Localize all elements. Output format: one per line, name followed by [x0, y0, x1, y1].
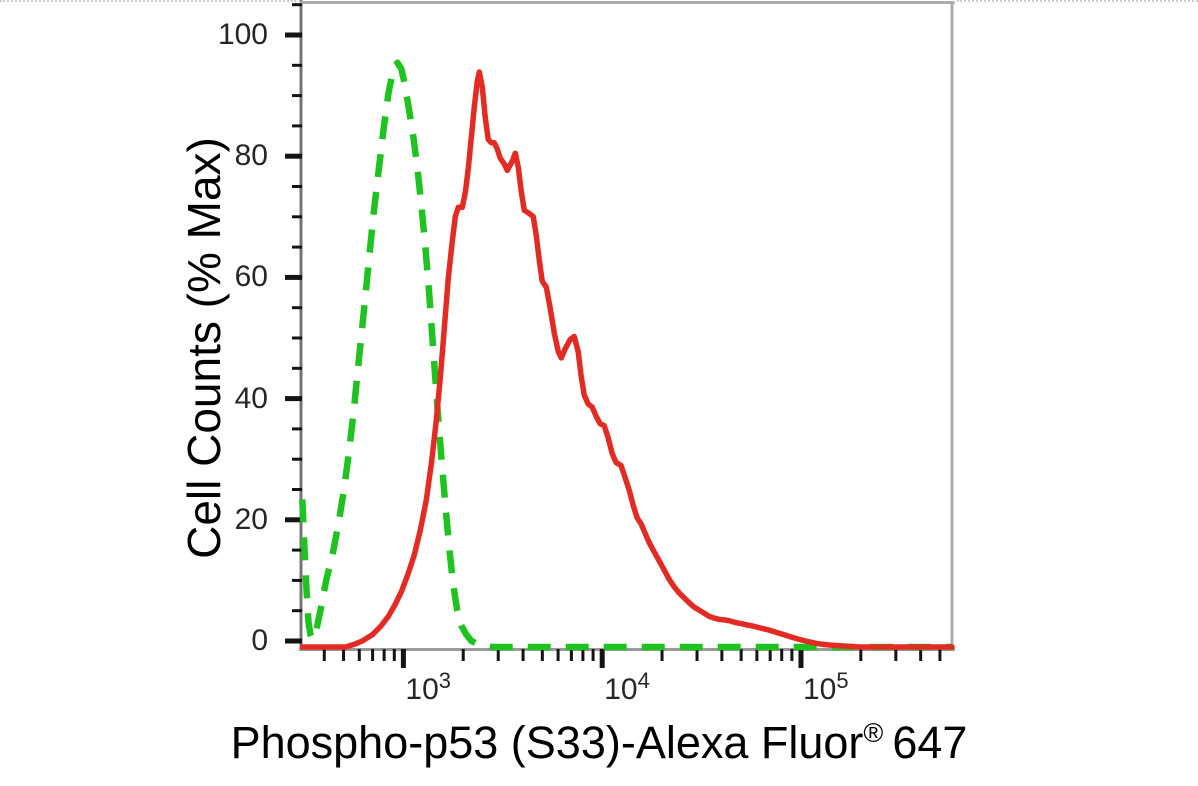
- x-minor-tick: [755, 649, 759, 661]
- unstained-control-curve: [299, 59, 952, 651]
- x-minor-tick: [496, 649, 500, 661]
- y-axis-title-text: Cell Counts (% Max): [178, 137, 230, 559]
- x-minor-tick: [392, 649, 396, 661]
- y-minor-tick: [292, 3, 302, 7]
- x-minor-tick: [660, 649, 664, 661]
- x-tick-exponent: 4: [637, 668, 650, 693]
- plot-right-border: [950, 1, 954, 650]
- y-minor-tick: [292, 215, 302, 219]
- x-major-tick: [599, 649, 605, 668]
- y-major-tick: [285, 32, 302, 38]
- x-tick-base: 10: [802, 673, 837, 706]
- plot-top-border: [299, 1, 955, 4]
- x-minor-tick: [382, 649, 386, 661]
- y-minor-tick: [292, 427, 302, 431]
- y-minor-tick: [292, 488, 302, 491]
- y-major-tick: [285, 153, 302, 159]
- x-minor-tick: [371, 649, 375, 661]
- x-minor-tick: [357, 649, 361, 661]
- x-major-tick: [400, 649, 406, 668]
- y-minor-tick: [292, 609, 302, 613]
- x-minor-tick: [695, 649, 699, 661]
- y-minor-tick: [292, 548, 302, 552]
- x-minor-tick: [461, 649, 465, 661]
- x-axis-title: Phospho-p53 (S33)-Alexa Fluor® 647: [0, 717, 1198, 769]
- x-minor-tick: [894, 649, 898, 661]
- y-minor-tick: [292, 94, 302, 98]
- x-minor-tick: [720, 649, 724, 661]
- x-minor-tick: [540, 649, 544, 661]
- y-tick-label-0: 0: [251, 624, 268, 657]
- screen-edge-artifact-left: [0, 0, 296, 2]
- y-axis-spine: [299, 0, 303, 651]
- y-major-tick: [285, 274, 302, 280]
- registered-trademark-symbol: ®: [863, 718, 884, 748]
- x-minor-tick: [342, 649, 346, 661]
- x-tick-label-10e4: 104: [604, 663, 650, 708]
- x-minor-tick: [938, 649, 942, 661]
- x-tick-label-10e5: 105: [803, 663, 849, 708]
- y-minor-tick: [292, 124, 302, 128]
- y-tick-label-80: 80: [234, 139, 268, 173]
- y-major-tick: [285, 396, 302, 402]
- y-tick-label-60: 60: [234, 260, 268, 294]
- x-axis-title-main: Phospho-p53 (S33)-Alexa Fluor: [230, 717, 864, 768]
- x-minor-tick: [556, 649, 560, 661]
- x-minor-tick: [591, 649, 595, 661]
- y-tick-label-100: 100: [217, 18, 268, 51]
- x-minor-tick: [859, 649, 863, 661]
- x-minor-tick: [322, 649, 326, 661]
- x-tick-label-10e3: 103: [405, 663, 451, 708]
- y-minor-tick: [292, 336, 302, 340]
- x-minor-tick: [780, 649, 784, 661]
- x-minor-tick: [919, 649, 923, 661]
- x-tick-base: 10: [604, 673, 638, 706]
- y-minor-tick: [292, 306, 302, 310]
- y-tick-label-40: 40: [234, 381, 268, 415]
- x-minor-tick: [790, 649, 794, 661]
- y-major-tick: [285, 638, 302, 644]
- x-axis-line: [299, 648, 955, 651]
- x-minor-tick: [521, 649, 525, 661]
- x-major-tick: [798, 649, 804, 668]
- y-minor-tick: [292, 63, 302, 67]
- x-axis-title-suffix: 647: [892, 717, 968, 768]
- x-tick-exponent: 5: [836, 668, 849, 693]
- y-minor-tick: [292, 245, 302, 249]
- x-minor-tick: [569, 649, 573, 661]
- y-minor-tick: [292, 185, 302, 188]
- x-minor-tick: [739, 649, 743, 661]
- x-tick-base: 10: [405, 673, 439, 706]
- y-minor-tick: [292, 366, 302, 370]
- y-major-tick: [285, 517, 302, 523]
- x-minor-tick: [768, 649, 772, 661]
- y-tick-label-20: 20: [234, 502, 268, 536]
- y-minor-tick: [292, 457, 302, 461]
- screen-edge-artifact-right: [957, 0, 1198, 2]
- x-tick-exponent: 3: [438, 668, 452, 693]
- y-minor-tick: [292, 578, 302, 582]
- x-minor-tick: [581, 649, 585, 661]
- phospho-p53-s33-alexa647-curve: [299, 69, 955, 650]
